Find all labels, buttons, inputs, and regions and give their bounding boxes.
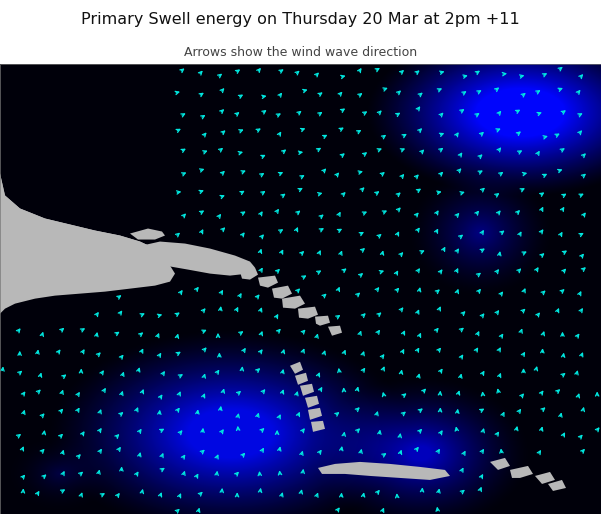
Polygon shape	[510, 466, 533, 478]
Polygon shape	[490, 458, 510, 470]
Polygon shape	[282, 296, 305, 309]
Polygon shape	[548, 480, 566, 491]
Polygon shape	[315, 316, 330, 326]
Polygon shape	[240, 268, 258, 280]
Polygon shape	[258, 276, 278, 288]
Polygon shape	[305, 396, 319, 408]
Polygon shape	[318, 462, 450, 480]
Polygon shape	[535, 472, 555, 484]
Polygon shape	[272, 286, 292, 299]
Polygon shape	[138, 242, 255, 276]
Polygon shape	[295, 373, 308, 385]
Polygon shape	[218, 259, 240, 271]
Polygon shape	[0, 173, 175, 314]
Polygon shape	[298, 307, 318, 319]
Polygon shape	[328, 326, 342, 336]
Polygon shape	[0, 64, 165, 266]
Polygon shape	[311, 421, 325, 432]
Polygon shape	[308, 408, 322, 420]
Polygon shape	[300, 384, 314, 396]
Text: Arrows show the wind wave direction: Arrows show the wind wave direction	[184, 46, 417, 59]
Polygon shape	[130, 229, 165, 240]
Polygon shape	[290, 362, 303, 374]
Text: Primary Swell energy on Thursday 20 Mar at 2pm +11: Primary Swell energy on Thursday 20 Mar …	[81, 12, 520, 27]
